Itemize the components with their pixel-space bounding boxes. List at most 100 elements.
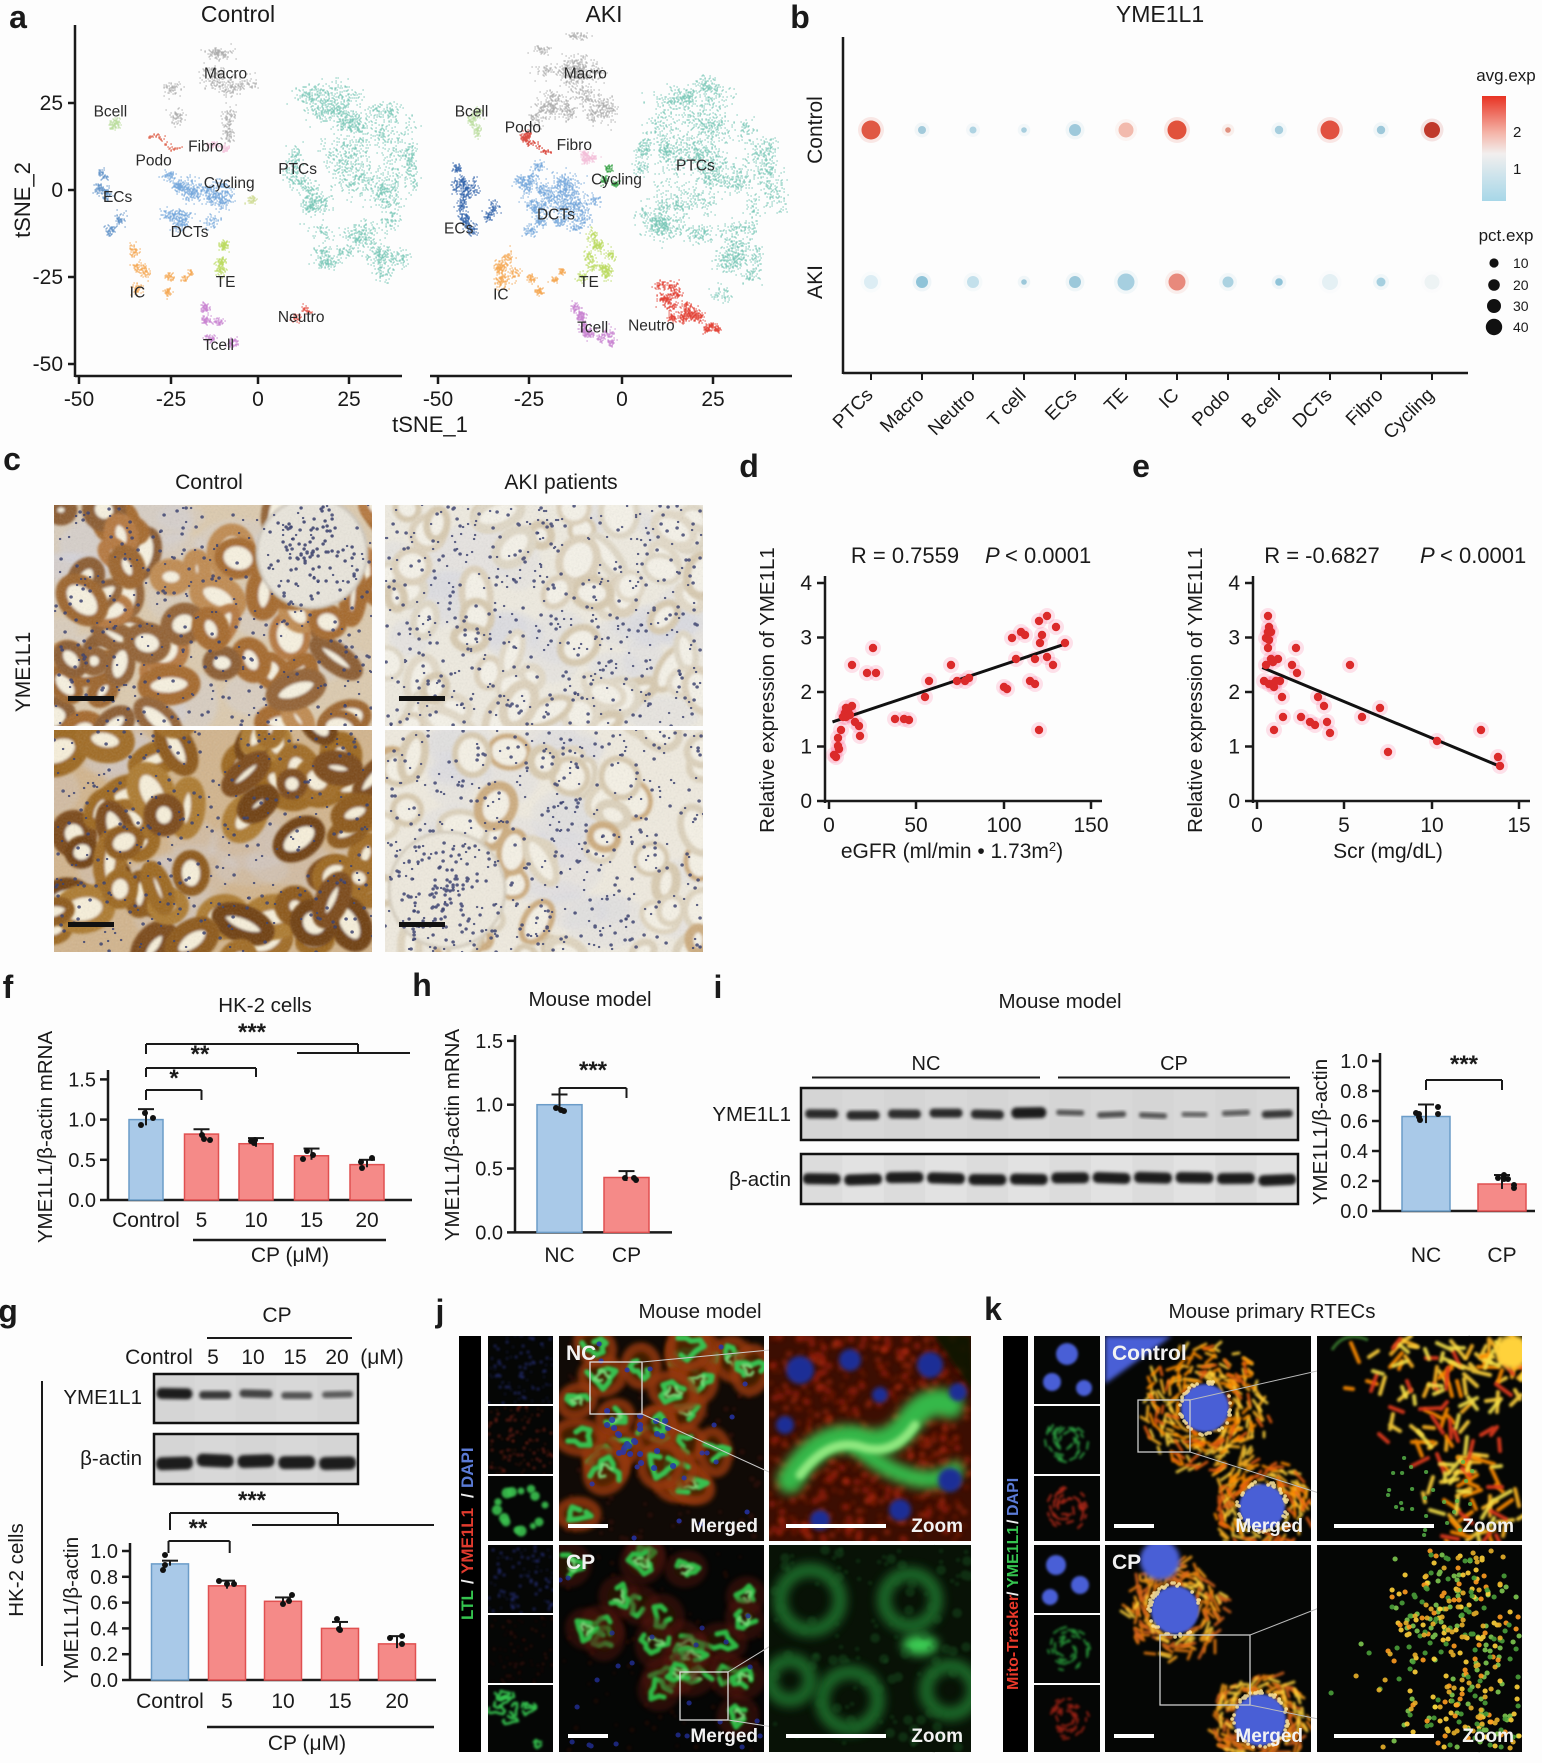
svg-text:0.6: 0.6 (1340, 1111, 1368, 1133)
svg-text:25: 25 (701, 388, 724, 411)
svg-text:1.0: 1.0 (68, 1110, 96, 1132)
svg-text:Merged: Merged (690, 1516, 758, 1537)
svg-text:Mouse model: Mouse model (998, 990, 1121, 1013)
svg-text:pct.exp: pct.exp (1479, 226, 1534, 245)
svg-text:0: 0 (1251, 814, 1263, 837)
svg-text:***: *** (238, 1487, 267, 1514)
svg-text:Macro: Macro (564, 65, 607, 82)
svg-text:e: e (1132, 448, 1150, 484)
svg-text:1.5: 1.5 (475, 1031, 503, 1053)
svg-text:YME1L1: YME1L1 (1005, 1526, 1022, 1588)
svg-text:Scr (mg/dL): Scr (mg/dL) (1333, 840, 1443, 863)
svg-text:DCTs: DCTs (537, 206, 575, 223)
svg-text:DCTs: DCTs (171, 224, 209, 241)
svg-text:5: 5 (1338, 814, 1350, 837)
svg-text:4: 4 (800, 572, 812, 595)
svg-text:Merged: Merged (1235, 1516, 1303, 1537)
svg-text:P: P (1420, 543, 1435, 568)
svg-text:20: 20 (1513, 277, 1529, 293)
svg-text:CP: CP (1160, 1053, 1188, 1075)
svg-text:Relative expression of YME1L1: Relative expression of YME1L1 (1184, 547, 1207, 833)
svg-text:g: g (0, 1293, 18, 1329)
svg-text:0.0: 0.0 (90, 1670, 118, 1692)
svg-text:Tcell: Tcell (203, 337, 234, 354)
svg-text:Zoom: Zoom (1462, 1726, 1514, 1747)
svg-text:Control: Control (125, 1346, 193, 1369)
svg-text:Mouse model: Mouse model (638, 1300, 761, 1323)
svg-text:0: 0 (800, 790, 812, 813)
svg-text:HK-2 cells: HK-2 cells (218, 994, 311, 1017)
svg-text:0: 0 (616, 388, 628, 411)
svg-text:Tcell: Tcell (577, 319, 608, 336)
svg-text:NC: NC (912, 1053, 941, 1075)
svg-text:Bcell: Bcell (94, 104, 128, 121)
svg-text:-50: -50 (64, 388, 94, 411)
svg-text:3: 3 (1228, 627, 1240, 650)
svg-text:0.8: 0.8 (1340, 1081, 1368, 1103)
svg-text:/: / (1005, 1591, 1022, 1596)
svg-text:2: 2 (1228, 681, 1240, 704)
svg-text:Relative expression of YME1L1: Relative expression of YME1L1 (756, 547, 779, 833)
svg-text:AKI patients: AKI patients (504, 471, 617, 494)
svg-text:TE: TE (216, 274, 236, 291)
svg-text:Bcell: Bcell (455, 104, 489, 121)
svg-text:avg.exp: avg.exp (1476, 66, 1536, 85)
svg-text:15: 15 (300, 1209, 323, 1232)
svg-text:2: 2 (800, 681, 812, 704)
svg-text:IC: IC (493, 286, 509, 303)
svg-text:/: / (458, 1579, 477, 1584)
svg-text:-25: -25 (156, 388, 186, 411)
svg-text:a: a (9, 0, 27, 35)
svg-text:TE: TE (579, 274, 599, 291)
svg-text:YME1L1/β-actin mRNA: YME1L1/β-actin mRNA (441, 1029, 464, 1242)
svg-text:NC: NC (566, 1342, 596, 1365)
svg-text:CP: CP (612, 1244, 641, 1267)
svg-text:Merged: Merged (690, 1726, 758, 1747)
svg-text:NC: NC (1411, 1244, 1441, 1267)
svg-text:ECs: ECs (444, 220, 474, 237)
svg-text:10: 10 (244, 1209, 267, 1232)
svg-text:100: 100 (986, 814, 1021, 837)
svg-text:0.2: 0.2 (90, 1644, 118, 1666)
svg-text:2: 2 (1513, 124, 1521, 141)
svg-text:YME1L1/β-actin: YME1L1/β-actin (60, 1537, 83, 1683)
svg-text:0: 0 (1228, 790, 1240, 813)
svg-text:0.5: 0.5 (475, 1159, 503, 1181)
svg-text:0.6: 0.6 (90, 1593, 118, 1615)
svg-text:0.2: 0.2 (1340, 1171, 1368, 1193)
svg-text:1.0: 1.0 (1340, 1051, 1368, 1073)
svg-text:PTCs: PTCs (278, 161, 317, 178)
svg-text:0.5: 0.5 (68, 1150, 96, 1172)
svg-text:CP: CP (1487, 1244, 1516, 1267)
svg-text:15: 15 (328, 1690, 351, 1713)
svg-text:***: *** (238, 1019, 267, 1046)
svg-text:Zoom: Zoom (911, 1726, 963, 1747)
svg-text:PTCs: PTCs (676, 158, 715, 175)
svg-text:1.5: 1.5 (68, 1069, 96, 1091)
svg-text:-50: -50 (423, 388, 453, 411)
svg-text:< 0.0001: < 0.0001 (1440, 543, 1526, 568)
svg-text:YME1L1: YME1L1 (712, 1103, 791, 1126)
svg-text:CP: CP (566, 1551, 595, 1574)
svg-text:Neutro: Neutro (628, 318, 675, 335)
svg-text:0: 0 (823, 814, 835, 837)
svg-text:R = 0.7559: R = 0.7559 (851, 543, 959, 568)
svg-text:10: 10 (1513, 255, 1529, 271)
svg-text:10: 10 (271, 1690, 294, 1713)
svg-text:P: P (985, 543, 1000, 568)
svg-text:(μM): (μM) (360, 1346, 404, 1369)
svg-text:Macro: Macro (204, 65, 247, 82)
svg-text:20: 20 (385, 1690, 408, 1713)
svg-text:DAPI: DAPI (458, 1447, 477, 1488)
svg-text:AKI: AKI (804, 265, 827, 299)
svg-text:***: *** (1450, 1051, 1479, 1078)
svg-text:Control: Control (112, 1209, 180, 1232)
svg-text:Mito-Tracker: Mito-Tracker (1005, 1595, 1022, 1690)
svg-text:Cycling: Cycling (204, 175, 255, 192)
svg-text:f: f (3, 969, 14, 1005)
svg-text:YME1L1: YME1L1 (458, 1508, 477, 1574)
svg-text:AKI: AKI (585, 1, 622, 27)
svg-text:YME1L1/β-actin: YME1L1/β-actin (1309, 1059, 1332, 1205)
svg-text:Merged: Merged (1235, 1726, 1303, 1747)
svg-text:NC: NC (544, 1244, 574, 1267)
